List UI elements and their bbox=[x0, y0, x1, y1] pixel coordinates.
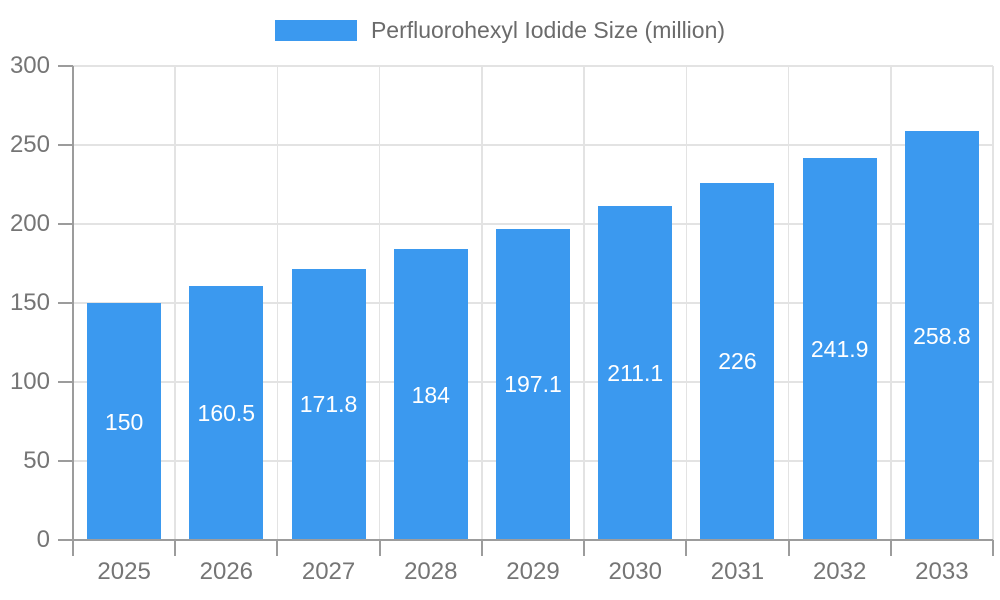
y-axis-line bbox=[72, 66, 74, 540]
x-gridline bbox=[890, 66, 892, 540]
y-tick-mark bbox=[58, 144, 73, 146]
x-tick-label-2028: 2028 bbox=[404, 558, 458, 585]
bar-2026: 160.5 bbox=[189, 286, 264, 540]
y-tick-mark bbox=[58, 65, 73, 67]
legend-swatch-icon bbox=[274, 19, 357, 41]
x-gridline bbox=[787, 66, 790, 540]
y-tick-label-50: 50 bbox=[23, 447, 50, 474]
y-tick-label-0: 0 bbox=[36, 526, 50, 553]
bar-2029: 197.1 bbox=[496, 228, 570, 540]
x-tick-label-2027: 2027 bbox=[301, 558, 356, 585]
y-tick-mark bbox=[58, 381, 73, 383]
bar-2027: 171.8 bbox=[291, 268, 366, 540]
y-gridline bbox=[73, 65, 993, 67]
x-tick-mark bbox=[276, 540, 279, 556]
x-tick-label-2025: 2025 bbox=[97, 558, 151, 585]
y-gridline bbox=[73, 144, 993, 146]
x-tick-mark bbox=[583, 540, 586, 556]
y-tick-label-100: 100 bbox=[9, 368, 50, 395]
x-tick-mark bbox=[685, 540, 688, 556]
x-gridline bbox=[481, 66, 483, 540]
x-tick-mark bbox=[174, 540, 177, 556]
y-tick-mark bbox=[58, 539, 73, 541]
y-tick-label-300: 300 bbox=[9, 52, 50, 79]
x-tick-label-2029: 2029 bbox=[506, 558, 560, 585]
x-tick-mark bbox=[787, 540, 790, 556]
legend-label: Perfluorohexyl Iodide Size (million) bbox=[370, 17, 726, 43]
legend-item[interactable]: Perfluorohexyl Iodide Size (million) bbox=[274, 16, 726, 44]
x-tick-label-2026: 2026 bbox=[199, 558, 254, 585]
bar-value-label: 150 bbox=[104, 408, 144, 435]
y-tick-label-150: 150 bbox=[9, 289, 50, 316]
x-tick-label-2032: 2032 bbox=[812, 558, 867, 585]
x-tick-mark bbox=[889, 540, 892, 556]
bar-2031: 226 bbox=[700, 182, 775, 540]
x-axis-line bbox=[73, 539, 993, 541]
x-gridline bbox=[685, 66, 688, 540]
bar-value-label: 211.1 bbox=[607, 360, 664, 387]
bar-value-label: 160.5 bbox=[197, 400, 256, 427]
y-tick-label-200: 200 bbox=[9, 210, 50, 237]
x-tick-label-2033: 2033 bbox=[915, 558, 969, 585]
bar-value-label: 258.8 bbox=[913, 322, 971, 349]
x-tick-mark bbox=[378, 540, 381, 556]
x-tick-label-2030: 2030 bbox=[608, 558, 662, 585]
x-gridline bbox=[992, 66, 994, 540]
bar-value-label: 241.9 bbox=[810, 335, 869, 362]
x-tick-mark bbox=[992, 540, 994, 556]
x-gridline bbox=[174, 66, 176, 540]
bar-2025: 150 bbox=[87, 303, 162, 540]
y-tick-mark bbox=[58, 223, 73, 225]
x-tick-mark bbox=[72, 540, 74, 556]
bar-2033: 258.8 bbox=[904, 131, 979, 540]
bar-value-label: 184 bbox=[411, 381, 450, 408]
bar-value-label: 226 bbox=[718, 348, 757, 375]
x-gridline bbox=[378, 66, 381, 540]
bar-value-label: 197.1 bbox=[504, 371, 562, 398]
y-tick-mark bbox=[58, 302, 73, 304]
x-tick-mark bbox=[480, 540, 483, 556]
x-gridline bbox=[583, 66, 585, 540]
x-tick-label-2031: 2031 bbox=[710, 558, 765, 585]
bar-2032: 241.9 bbox=[802, 157, 877, 540]
y-tick-label-250: 250 bbox=[9, 131, 50, 158]
bar-2028: 184 bbox=[393, 249, 468, 540]
x-gridline bbox=[276, 66, 279, 540]
y-gridline bbox=[73, 223, 993, 225]
legend: Perfluorohexyl Iodide Size (million) bbox=[0, 16, 1000, 44]
bar-value-label: 171.8 bbox=[299, 391, 358, 418]
y-tick-mark bbox=[58, 460, 73, 462]
bar-2030: 211.1 bbox=[598, 206, 673, 540]
